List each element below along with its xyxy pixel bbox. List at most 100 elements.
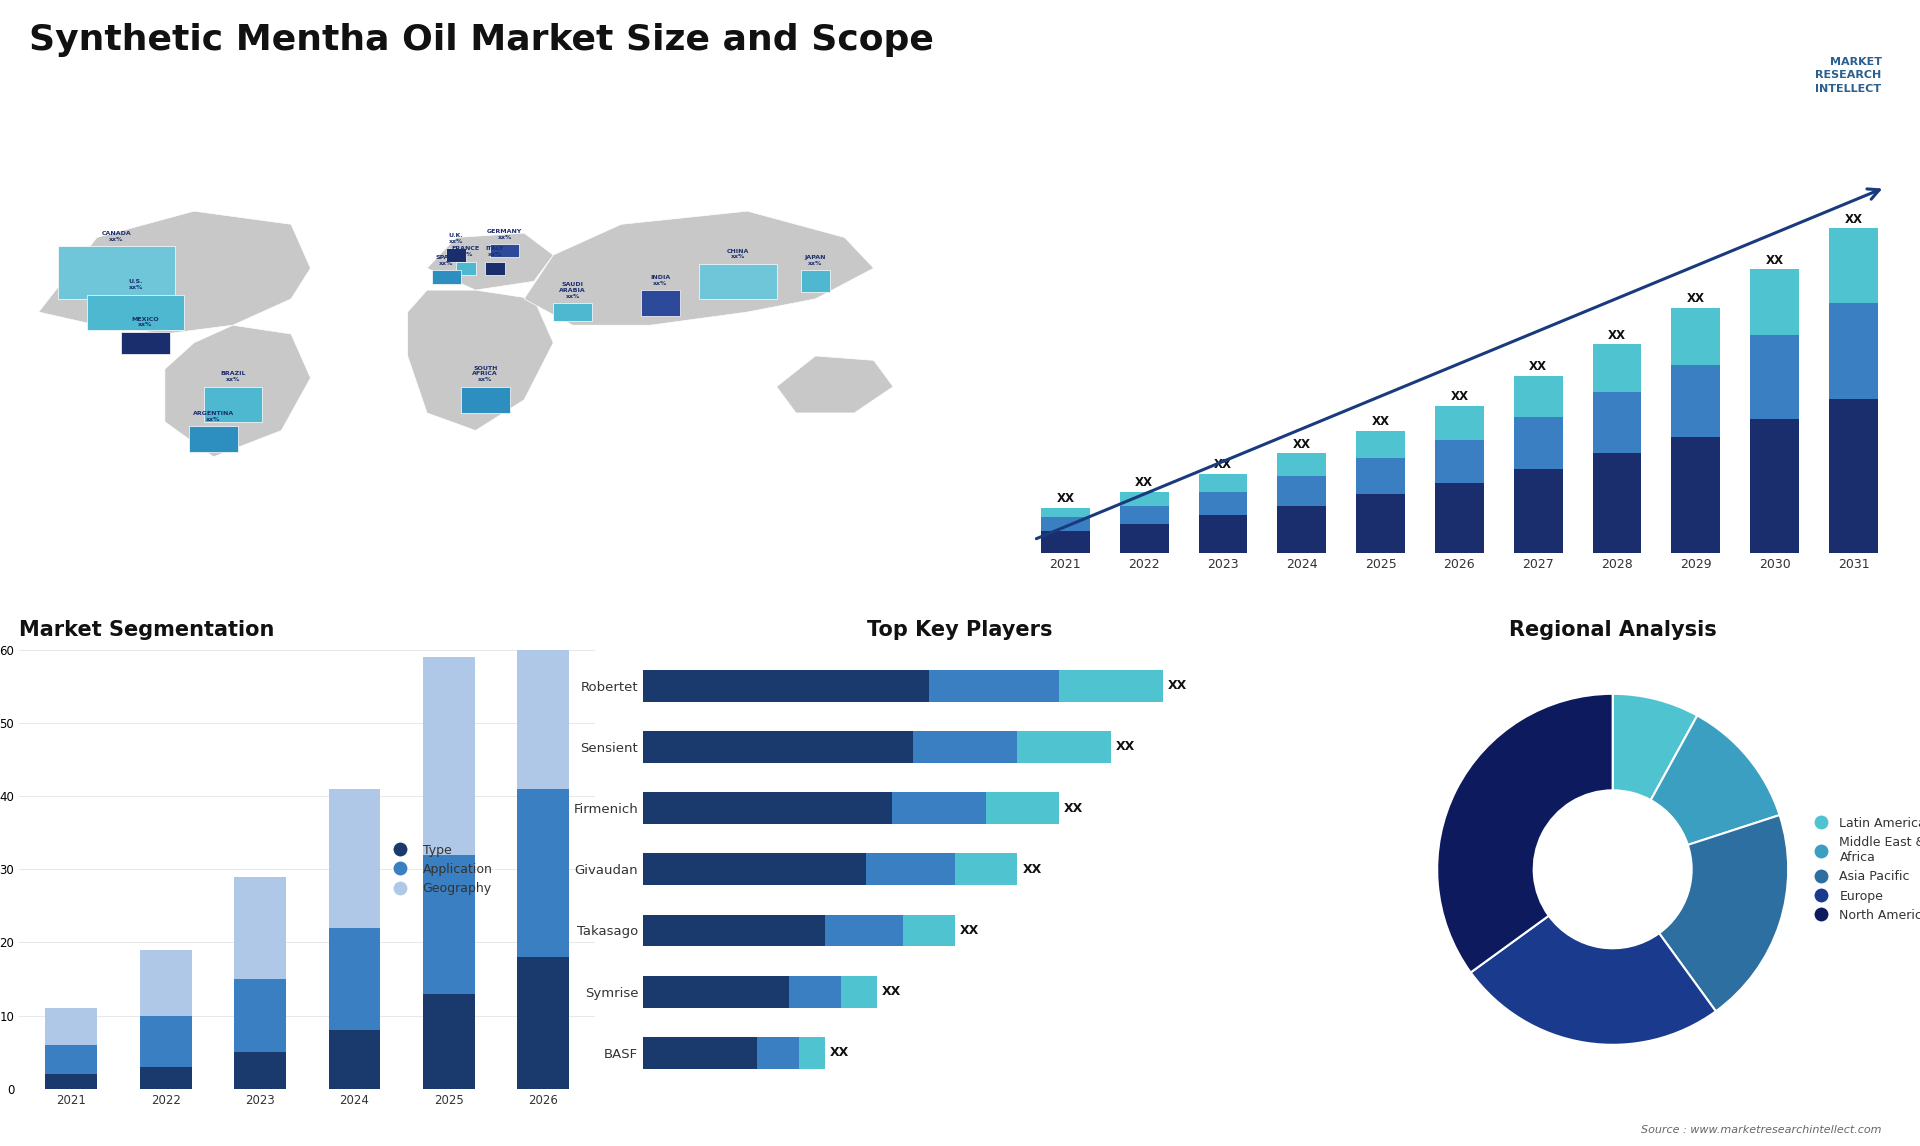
- Bar: [490, 244, 518, 257]
- Bar: [643, 670, 929, 701]
- Bar: [1513, 469, 1563, 554]
- Bar: [1198, 473, 1248, 492]
- Polygon shape: [776, 356, 893, 413]
- Text: FRANCE
xx%: FRANCE xx%: [451, 246, 480, 257]
- Bar: [234, 979, 286, 1052]
- Bar: [801, 270, 829, 292]
- Bar: [1356, 494, 1405, 554]
- Wedge shape: [1659, 815, 1788, 1011]
- Bar: [140, 1015, 192, 1067]
- Bar: [516, 555, 568, 788]
- Bar: [987, 792, 1058, 824]
- Text: XX: XX: [1116, 740, 1135, 753]
- Bar: [1198, 492, 1248, 515]
- Bar: [1041, 508, 1091, 517]
- Bar: [643, 792, 893, 824]
- Wedge shape: [1613, 693, 1697, 800]
- Text: XX: XX: [1292, 438, 1311, 450]
- Bar: [516, 957, 568, 1089]
- Text: SAUDI
ARABIA
xx%: SAUDI ARABIA xx%: [559, 282, 586, 299]
- Text: XX: XX: [1766, 253, 1784, 267]
- Bar: [841, 975, 877, 1007]
- Bar: [643, 731, 914, 763]
- Text: BRAZIL
xx%: BRAZIL xx%: [221, 371, 246, 383]
- Bar: [46, 1008, 98, 1045]
- Bar: [1751, 335, 1799, 419]
- Bar: [866, 854, 954, 885]
- Bar: [234, 1052, 286, 1089]
- Polygon shape: [407, 290, 553, 431]
- Text: XX: XX: [960, 924, 979, 937]
- Polygon shape: [524, 211, 874, 325]
- Text: XX: XX: [829, 1046, 849, 1059]
- Bar: [486, 261, 505, 275]
- Bar: [643, 915, 826, 947]
- Bar: [58, 246, 175, 299]
- Bar: [789, 975, 841, 1007]
- Bar: [799, 1037, 826, 1069]
- Bar: [929, 670, 1058, 701]
- Title: Top Key Players: Top Key Players: [868, 620, 1052, 639]
- Bar: [432, 270, 461, 283]
- Bar: [234, 877, 286, 979]
- Text: XX: XX: [1688, 292, 1705, 305]
- Text: XX: XX: [1064, 802, 1083, 815]
- Bar: [1434, 440, 1484, 482]
- Text: MARKET
RESEARCH
INTELLECT: MARKET RESEARCH INTELLECT: [1814, 57, 1882, 94]
- Bar: [1434, 406, 1484, 440]
- Bar: [1058, 670, 1164, 701]
- Bar: [140, 1067, 192, 1089]
- Bar: [447, 249, 467, 261]
- Bar: [1198, 515, 1248, 554]
- Text: XX: XX: [1450, 390, 1469, 403]
- Bar: [699, 264, 776, 299]
- Bar: [1513, 376, 1563, 417]
- Bar: [516, 788, 568, 957]
- Text: XX: XX: [881, 986, 900, 998]
- Text: SOUTH
AFRICA
xx%: SOUTH AFRICA xx%: [472, 366, 497, 383]
- Bar: [893, 792, 987, 824]
- Bar: [1672, 438, 1720, 554]
- Text: CHINA
xx%: CHINA xx%: [726, 249, 749, 259]
- Text: Synthetic Mentha Oil Market Size and Scope: Synthetic Mentha Oil Market Size and Sco…: [29, 23, 933, 57]
- Bar: [1018, 731, 1110, 763]
- Bar: [756, 1037, 799, 1069]
- Text: ITALY
xx%: ITALY xx%: [486, 246, 505, 257]
- Bar: [328, 788, 380, 928]
- Text: XX: XX: [1845, 213, 1862, 226]
- Bar: [1672, 308, 1720, 364]
- Bar: [461, 386, 509, 413]
- Text: Source : www.marketresearchintellect.com: Source : www.marketresearchintellect.com: [1642, 1124, 1882, 1135]
- Bar: [86, 295, 184, 330]
- Legend: Latin America, Middle East &
Africa, Asia Pacific, Europe, North America: Latin America, Middle East & Africa, Asi…: [1803, 811, 1920, 927]
- Bar: [328, 1030, 380, 1089]
- Wedge shape: [1438, 693, 1613, 973]
- Bar: [204, 386, 261, 422]
- Bar: [1751, 269, 1799, 335]
- Bar: [1119, 505, 1169, 524]
- Text: XX: XX: [1167, 680, 1187, 692]
- Bar: [643, 1037, 756, 1069]
- Bar: [1513, 417, 1563, 469]
- Bar: [1356, 431, 1405, 458]
- Text: JAPAN
xx%: JAPAN xx%: [804, 256, 826, 266]
- Bar: [1434, 482, 1484, 554]
- Bar: [1277, 476, 1327, 505]
- Text: INDIA
xx%: INDIA xx%: [651, 275, 670, 285]
- Bar: [46, 1045, 98, 1074]
- Bar: [1592, 392, 1642, 454]
- Bar: [826, 915, 902, 947]
- Bar: [1830, 228, 1878, 304]
- Text: XX: XX: [1528, 360, 1548, 374]
- Bar: [1592, 454, 1642, 554]
- Bar: [328, 928, 380, 1030]
- Text: Market Segmentation: Market Segmentation: [19, 620, 275, 639]
- Text: XX: XX: [1135, 477, 1154, 489]
- Text: XX: XX: [1371, 415, 1390, 427]
- Bar: [1751, 419, 1799, 554]
- Bar: [422, 855, 474, 994]
- Bar: [1672, 364, 1720, 438]
- Bar: [1041, 517, 1091, 531]
- Text: XX: XX: [1213, 458, 1233, 471]
- Bar: [1277, 454, 1327, 476]
